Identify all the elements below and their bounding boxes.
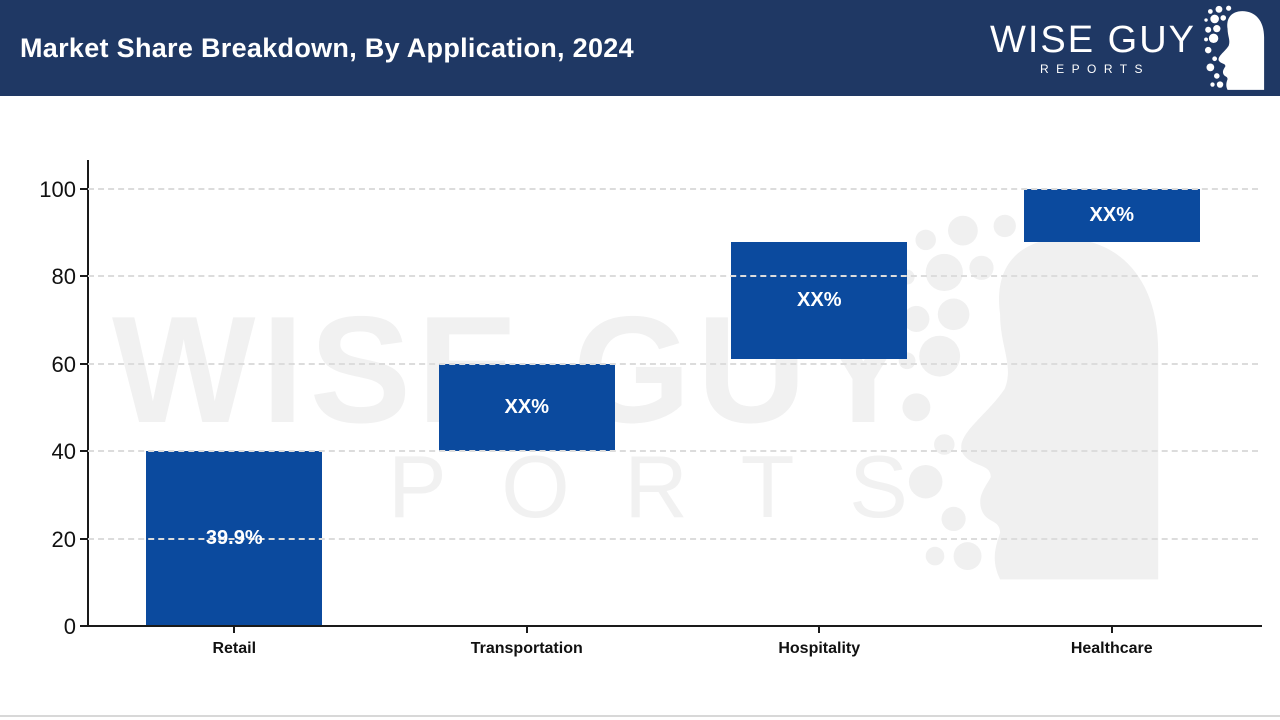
y-tick-label: 40 [51, 439, 76, 464]
logo-wordmark-line1: WISE GUY [989, 19, 1196, 61]
y-axis-spine [87, 160, 89, 626]
y-tick-mark [80, 187, 87, 190]
x-axis-label: Healthcare [1070, 640, 1153, 657]
x-tick-mark [233, 627, 236, 633]
x-axis-label: Hospitality [778, 640, 861, 657]
x-tick-mark [818, 627, 821, 633]
bar-value-label: 39.9% [205, 527, 263, 550]
bar [438, 363, 615, 451]
gridline [88, 362, 1258, 365]
y-tick-mark [80, 275, 87, 277]
bar [1023, 188, 1200, 243]
bar [731, 242, 908, 360]
header-bar: Market Share Breakdown, By Application, … [0, 0, 1280, 96]
logo-wordmark-line2: REPORTS [1040, 62, 1150, 76]
gridline [88, 275, 1258, 277]
page-title: Market Share Breakdown, By Application, … [20, 32, 634, 63]
brand-logo: WISE GUY REPORTS [990, 5, 1270, 91]
x-tick-mark [1110, 627, 1113, 633]
x-tick-mark [525, 627, 528, 633]
bottom-border-line [0, 715, 1280, 717]
bar-value-label: XX% [504, 395, 549, 418]
y-tick-label: 20 [51, 526, 76, 552]
gridline [88, 450, 1258, 452]
y-tick-mark [80, 537, 87, 540]
x-axis-label: Retail [212, 640, 257, 657]
y-tick-mark [80, 362, 87, 365]
x-axis-label: Transportation [470, 640, 583, 657]
y-tick-label: 100 [39, 176, 76, 202]
y-tick-label: 60 [51, 351, 76, 377]
logo-wordmark: WISE GUY REPORTS [990, 21, 1196, 75]
y-tick-mark [80, 625, 87, 627]
gridline [88, 537, 1258, 540]
gridline [88, 187, 1258, 190]
watermark-head-graphic [898, 214, 1159, 580]
bar-value-label: XX% [1089, 203, 1134, 226]
bar-value-label: XX% [797, 289, 842, 312]
x-axis-spine [86, 625, 1262, 627]
y-tick-label: 80 [51, 264, 76, 289]
y-tick-mark [80, 450, 87, 452]
watermark-text-secondary: PORTS [388, 437, 963, 536]
y-tick-label: 0 [63, 614, 76, 639]
